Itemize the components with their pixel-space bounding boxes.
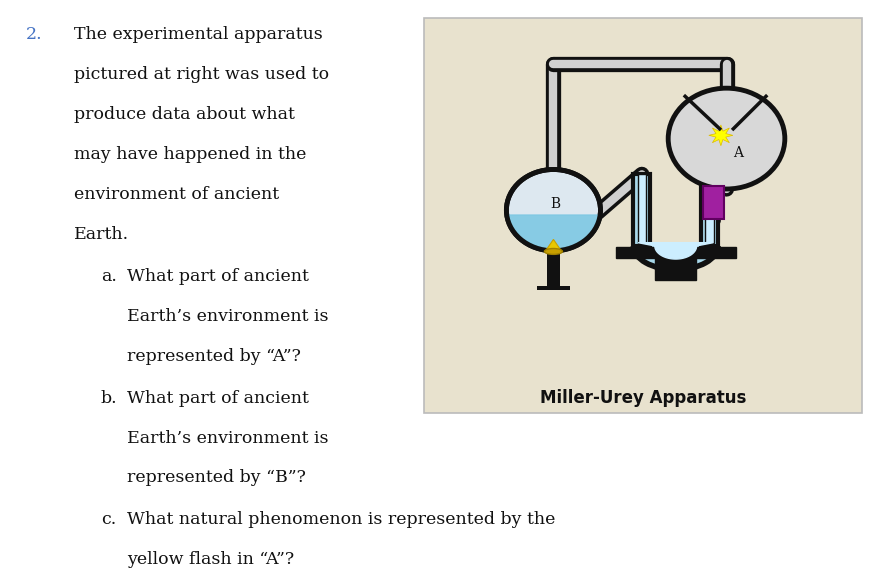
Bar	[703, 186, 724, 219]
Text: What natural phenomenon is represented by the: What natural phenomenon is represented b…	[127, 511, 556, 528]
Polygon shape	[507, 210, 600, 251]
Text: 2.: 2.	[26, 26, 43, 43]
Polygon shape	[634, 246, 718, 270]
Text: may have happened in the: may have happened in the	[74, 146, 307, 163]
Bar	[547, 251, 560, 287]
Text: B: B	[550, 197, 560, 210]
Text: produce data about what: produce data about what	[74, 106, 295, 123]
Text: Earth.: Earth.	[74, 226, 130, 243]
Text: environment of ancient: environment of ancient	[74, 186, 279, 203]
Text: Earth’s environment is: Earth’s environment is	[127, 430, 328, 447]
Text: What part of ancient: What part of ancient	[127, 390, 309, 407]
Polygon shape	[638, 243, 713, 259]
Ellipse shape	[544, 248, 563, 254]
Polygon shape	[709, 125, 733, 146]
Text: Miller-Urey Apparatus: Miller-Urey Apparatus	[540, 390, 746, 407]
Bar	[634, 175, 650, 246]
Text: What part of ancient: What part of ancient	[127, 268, 309, 285]
Bar	[701, 175, 718, 246]
Text: The experimental apparatus: The experimental apparatus	[74, 26, 323, 43]
Text: c.: c.	[101, 511, 116, 528]
Polygon shape	[545, 240, 562, 251]
Bar	[536, 285, 570, 291]
Text: yellow flash in “A”?: yellow flash in “A”?	[127, 551, 294, 568]
Circle shape	[668, 88, 785, 189]
Bar	[705, 175, 714, 243]
Text: a.: a.	[101, 268, 116, 285]
Circle shape	[507, 169, 600, 251]
Text: pictured at right was used to: pictured at right was used to	[74, 66, 330, 83]
Text: represented by “A”?: represented by “A”?	[127, 348, 301, 365]
Bar	[615, 247, 736, 258]
Text: b.: b.	[101, 390, 117, 407]
Bar	[655, 257, 696, 280]
Bar	[638, 175, 646, 243]
Text: represented by “B”?: represented by “B”?	[127, 469, 305, 486]
Text: Earth’s environment is: Earth’s environment is	[127, 308, 328, 325]
Bar	[424, 18, 862, 413]
Text: A: A	[732, 146, 743, 160]
